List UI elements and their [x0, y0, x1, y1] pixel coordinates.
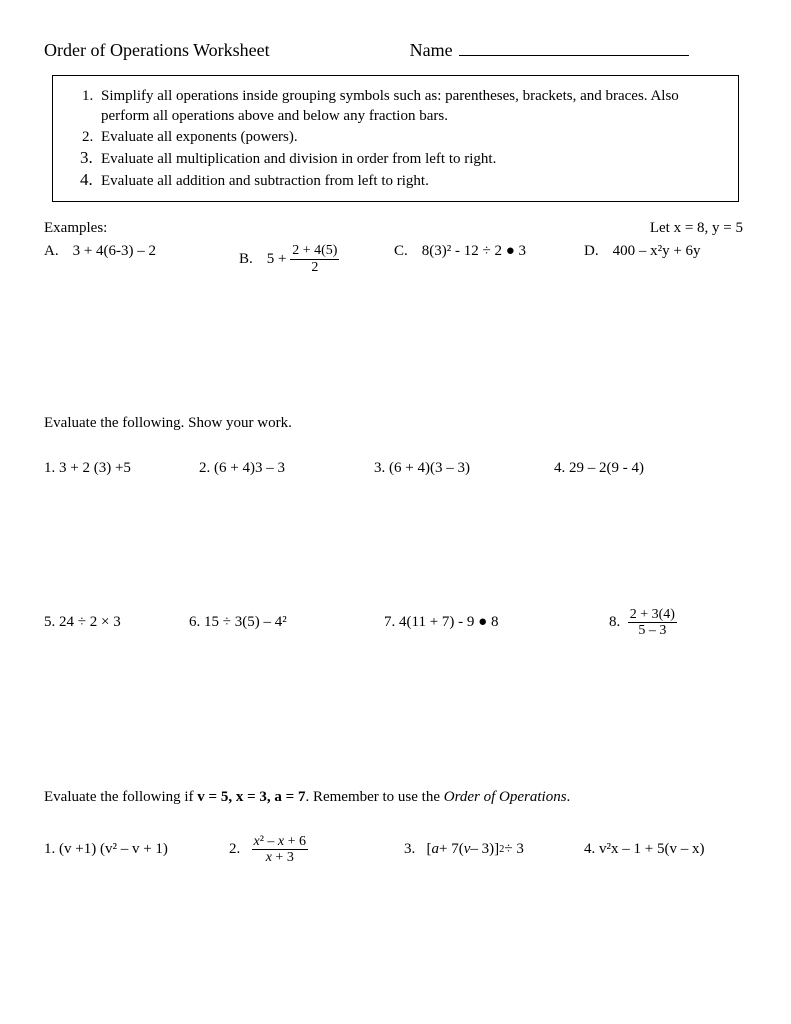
- example-b-fraction: 2 + 4(5) 2: [290, 243, 339, 275]
- rule-3: Evaluate all multiplication and division…: [97, 147, 720, 169]
- rules-list: Simplify all operations inside grouping …: [89, 86, 720, 191]
- examples-header-row: Examples: Let x = 8, y = 5: [44, 220, 747, 237]
- problem-row-2: 5. 24 ÷ 2 × 3 6. 15 ÷ 3(5) – 4² 7. 4(11 …: [44, 607, 747, 639]
- problem-s3-3: 3. [a + 7(v – 3)]2 ÷ 3: [404, 834, 584, 866]
- example-a: A. 3 + 4(6-3) – 2: [44, 243, 239, 260]
- problem-8: 8. 2 + 3(4) 5 – 3: [609, 607, 677, 639]
- name-input-line[interactable]: [459, 55, 689, 56]
- example-d-expr: 400 – x²y + 6y: [613, 243, 701, 260]
- example-b-numerator: 2 + 4(5): [290, 243, 339, 259]
- problem-8-numerator: 2 + 3(4): [628, 607, 677, 623]
- name-label: Name: [410, 40, 453, 61]
- problem-4: 4. 29 – 2(9 - 4): [554, 460, 644, 477]
- problem-7: 7. 4(11 + 7) - 9 ● 8: [384, 607, 609, 639]
- p3-mid1: + 7(: [439, 841, 464, 858]
- problem-6: 6. 15 ÷ 3(5) – 4²: [189, 607, 384, 639]
- problem-8-label: 8.: [609, 614, 628, 631]
- examples-row: A. 3 + 4(6-3) – 2 B. 5 + 2 + 4(5) 2 C. 8…: [44, 243, 747, 275]
- examples-label: Examples:: [44, 220, 107, 237]
- problem-8-denominator: 5 – 3: [628, 623, 677, 638]
- example-b-prefix: 5 +: [267, 251, 290, 268]
- example-b-label: B.: [239, 251, 253, 268]
- p3-mid2: – 3)]: [470, 841, 499, 858]
- p3-end: ÷ 3: [504, 841, 523, 858]
- section3-heading-end: .: [567, 789, 571, 805]
- example-c-expr: 8(3)² - 12 ÷ 2 ● 3: [422, 243, 526, 260]
- problem-row-3: 1. (v +1) (v² – v + 1) 2. x² – x + 6 x +…: [44, 834, 747, 866]
- problem-s3-2-denominator: x + 3: [252, 850, 309, 865]
- problem-8-fraction: 2 + 3(4) 5 – 3: [628, 607, 677, 639]
- example-d-label: D.: [584, 243, 599, 260]
- p2-num-mid: ² –: [260, 834, 278, 849]
- problem-s3-2-label: 2.: [229, 841, 252, 858]
- section3-heading: Evaluate the following if v = 5, x = 3, …: [44, 789, 747, 806]
- problem-s3-1: 1. (v +1) (v² – v + 1): [44, 834, 229, 866]
- example-c: C. 8(3)² - 12 ÷ 2 ● 3: [394, 243, 584, 260]
- example-c-label: C.: [394, 243, 408, 260]
- section2-heading: Evaluate the following. Show your work.: [44, 415, 747, 432]
- section3-heading-mid: . Remember to use the: [305, 789, 443, 805]
- rules-box: Simplify all operations inside grouping …: [52, 75, 739, 202]
- worksheet-header: Order of Operations Worksheet Name: [44, 40, 747, 61]
- problem-2: 2. (6 + 4)3 – 3: [199, 460, 374, 477]
- section3-heading-ital: Order of Operations: [444, 789, 567, 805]
- problem-s3-2-fraction: x² – x + 6 x + 3: [252, 834, 309, 866]
- rule-4: Evaluate all addition and subtraction fr…: [97, 169, 720, 191]
- example-d: D. 400 – x²y + 6y: [584, 243, 701, 260]
- p2-den-end: + 3: [272, 850, 294, 865]
- let-values: Let x = 8, y = 5: [650, 220, 743, 237]
- rule-2: Evaluate all exponents (powers).: [97, 127, 720, 147]
- p3-a: a: [432, 841, 440, 858]
- rule-1: Simplify all operations inside grouping …: [97, 86, 720, 127]
- problem-1: 1. 3 + 2 (3) +5: [44, 460, 199, 477]
- section3-heading-pre: Evaluate the following if: [44, 789, 197, 805]
- example-b-denominator: 2: [290, 260, 339, 275]
- problem-3: 3. (6 + 4)(3 – 3): [374, 460, 554, 477]
- example-a-expr: 3 + 4(6-3) – 2: [73, 243, 156, 260]
- problem-s3-4: 4. v²x – 1 + 5(v – x): [584, 834, 704, 866]
- problem-s3-2: 2. x² – x + 6 x + 3: [229, 834, 404, 866]
- worksheet-title: Order of Operations Worksheet: [44, 40, 270, 61]
- problem-s3-2-numerator: x² – x + 6: [252, 834, 309, 850]
- p3-pre: 3. [: [404, 841, 432, 858]
- problem-row-1: 1. 3 + 2 (3) +5 2. (6 + 4)3 – 3 3. (6 + …: [44, 460, 747, 477]
- example-b: B. 5 + 2 + 4(5) 2: [239, 243, 394, 275]
- example-a-label: A.: [44, 243, 59, 260]
- p2-num-end: + 6: [284, 834, 306, 849]
- problem-5: 5. 24 ÷ 2 × 3: [44, 607, 189, 639]
- section3-heading-vars: v = 5, x = 3, a = 7: [197, 789, 305, 805]
